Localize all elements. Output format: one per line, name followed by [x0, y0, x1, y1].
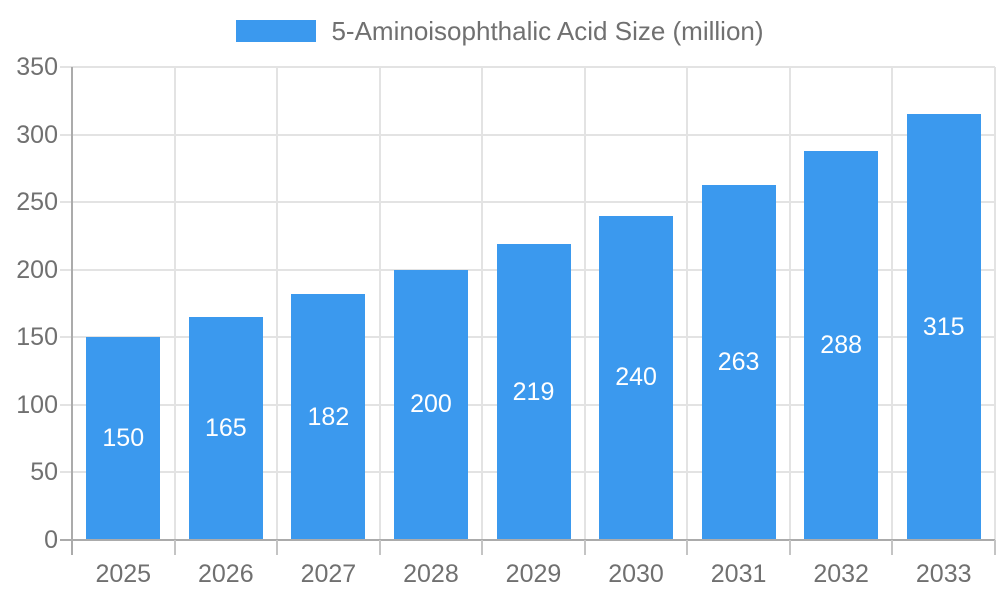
bar-value-label: 263	[717, 347, 760, 376]
x-gridline	[276, 67, 279, 540]
y-axis-tick-label: 300	[16, 120, 58, 149]
y-axis-tick-label: 350	[16, 53, 58, 81]
x-axis-tick-mark	[994, 540, 996, 555]
legend-label: 5-Aminoisophthalic Acid Size (million)	[331, 16, 764, 46]
bar-value-label: 219	[512, 377, 555, 406]
x-axis-tick-mark	[481, 540, 484, 555]
bar-value-label: 288	[820, 330, 863, 359]
bar-2025[interactable]: 150	[86, 337, 161, 540]
bar-2028[interactable]: 200	[393, 269, 468, 540]
x-axis-tick-label: 2026	[198, 560, 254, 588]
bar-2029[interactable]: 219	[496, 244, 571, 540]
x-gridline	[173, 67, 176, 540]
x-axis-tick-mark	[173, 540, 176, 555]
x-axis-tick-label: 2032	[813, 560, 869, 588]
x-axis-tick-label: 2029	[505, 560, 562, 588]
legend-swatch-icon	[236, 20, 317, 42]
bar-2033[interactable]: 315	[906, 114, 981, 540]
y-axis-tick-label: 200	[16, 255, 58, 284]
bar-2026[interactable]: 165	[188, 317, 263, 540]
x-gridline	[378, 67, 381, 540]
legend[interactable]: 5-Aminoisophthalic Acid Size (million)	[0, 16, 1000, 46]
bar-2032[interactable]: 288	[804, 150, 879, 540]
y-axis-tick-label: 100	[16, 390, 58, 419]
y-axis-line	[71, 67, 73, 555]
x-axis-tick-mark	[788, 540, 791, 555]
x-axis-tick-label: 2033	[915, 560, 972, 588]
y-axis-tick-label: 0	[44, 526, 58, 554]
x-axis-tick-label: 2025	[95, 560, 152, 588]
bar-2027[interactable]: 182	[291, 294, 366, 540]
bar-value-label: 240	[615, 363, 657, 392]
y-gridline	[60, 201, 995, 204]
x-axis-tick-label: 2027	[300, 560, 357, 588]
x-axis-tick-label: 2030	[608, 560, 664, 588]
x-axis-line	[60, 539, 995, 541]
bar-value-label: 315	[922, 312, 965, 341]
x-gridline	[891, 67, 894, 540]
y-axis-tick-label: 50	[30, 458, 58, 487]
x-axis-tick-mark	[276, 540, 279, 555]
bar-value-label: 165	[204, 413, 247, 442]
x-gridline	[994, 67, 996, 540]
x-axis-tick-mark	[686, 540, 689, 555]
x-gridline	[481, 67, 484, 540]
x-axis-tick-mark	[378, 540, 381, 555]
y-axis-tick-label: 150	[16, 323, 58, 352]
bar-value-label: 200	[410, 390, 452, 419]
x-gridline	[686, 67, 689, 540]
x-axis-tick-label: 2031	[710, 560, 767, 588]
x-axis-tick-label: 2028	[403, 560, 459, 588]
y-gridline	[60, 133, 995, 136]
bar-value-label: 182	[307, 402, 350, 431]
x-axis-tick-mark	[583, 540, 586, 555]
y-gridline	[60, 66, 995, 68]
x-axis-tick-mark	[891, 540, 894, 555]
bar-2030[interactable]: 240	[599, 215, 674, 540]
x-gridline	[583, 67, 586, 540]
y-axis-tick-label: 250	[16, 188, 58, 217]
x-gridline	[788, 67, 791, 540]
bar-2031[interactable]: 263	[701, 184, 776, 540]
bar-value-label: 150	[102, 424, 145, 453]
